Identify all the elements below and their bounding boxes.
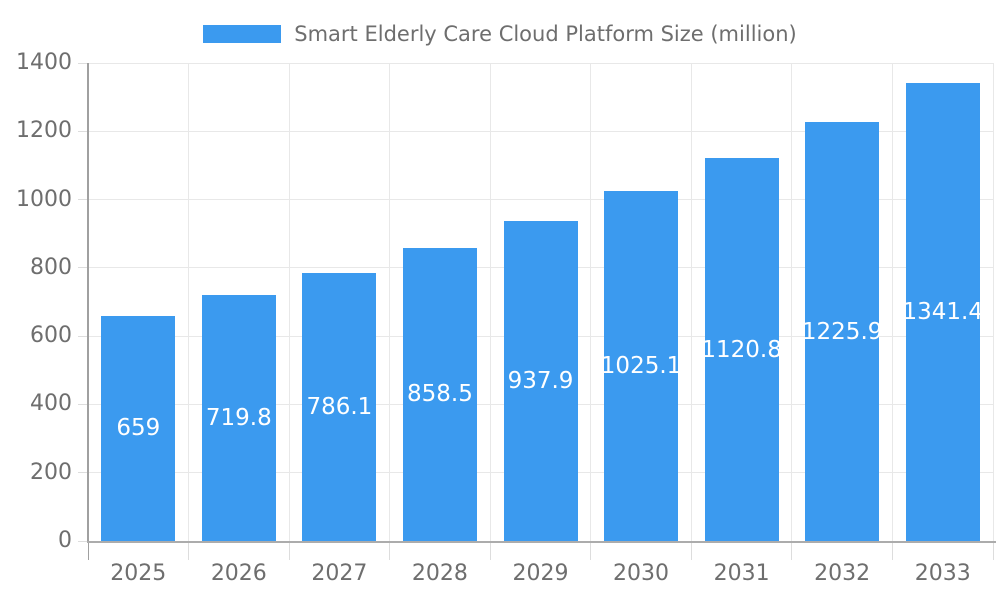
bar-value-label: 1025.1 xyxy=(600,353,682,379)
x-axis-tick-mark xyxy=(791,543,793,560)
y-tick-label: 0 xyxy=(58,528,72,553)
x-axis-tick-mark xyxy=(489,543,491,560)
x-tick-label: 2029 xyxy=(512,561,569,586)
x-tick-label: 2025 xyxy=(110,561,167,586)
bar-value-label: 1225.9 xyxy=(801,318,883,345)
bar-value-label: 858.5 xyxy=(407,381,473,408)
v-gridline xyxy=(891,63,893,541)
y-axis-tick-mark xyxy=(78,267,88,269)
bar xyxy=(805,122,880,541)
y-tick-label: 1400 xyxy=(16,50,72,75)
x-tick-label: 2033 xyxy=(914,561,971,586)
bar xyxy=(704,158,779,541)
x-tick-label: 2030 xyxy=(613,561,670,586)
bar xyxy=(201,295,276,541)
y-axis-tick-mark xyxy=(78,199,88,201)
y-axis-line xyxy=(87,63,89,541)
y-axis-tick-mark xyxy=(78,403,88,405)
x-axis-tick-mark xyxy=(891,543,893,560)
v-gridline xyxy=(690,63,692,541)
x-axis-tick-mark xyxy=(87,543,89,560)
x-axis-tick-mark xyxy=(690,543,692,560)
x-axis-tick-mark xyxy=(992,543,994,560)
bar xyxy=(101,315,176,541)
bar xyxy=(905,83,980,541)
bar-value-label: 659 xyxy=(116,415,161,442)
y-tick-label: 1000 xyxy=(16,186,72,212)
bar-value-label: 719.8 xyxy=(205,405,272,432)
y-tick-label: 400 xyxy=(30,391,72,417)
h-gridline xyxy=(88,199,993,201)
v-gridline xyxy=(188,63,190,541)
bar xyxy=(503,220,578,541)
bar-value-label: 1120.8 xyxy=(701,336,782,363)
v-gridline xyxy=(288,63,290,541)
v-gridline xyxy=(590,63,592,541)
bar xyxy=(604,191,679,541)
bar-value-label: 786.1 xyxy=(306,393,373,420)
y-axis-tick-mark xyxy=(78,62,88,64)
x-tick-label: 2026 xyxy=(210,561,267,586)
v-gridline xyxy=(992,63,994,541)
x-axis-tick-mark xyxy=(188,543,190,560)
v-gridline xyxy=(791,63,793,541)
bar-value-label: 937.9 xyxy=(507,367,574,394)
y-axis-tick-mark xyxy=(78,472,88,474)
v-gridline xyxy=(489,63,491,541)
legend-swatch-icon xyxy=(203,25,282,43)
x-axis-tick-mark xyxy=(590,543,592,560)
y-axis-tick-mark xyxy=(78,130,88,132)
chart-legend: Smart Elderly Care Cloud Platform Size (… xyxy=(0,20,1000,48)
x-tick-label: 2028 xyxy=(411,561,468,586)
x-axis-tick-mark xyxy=(288,543,290,560)
x-axis-tick-mark xyxy=(389,543,391,560)
y-axis-tick-mark xyxy=(78,335,88,337)
y-tick-label: 600 xyxy=(30,323,72,349)
bar xyxy=(402,247,477,541)
y-axis-tick-mark xyxy=(78,540,88,542)
h-gridline xyxy=(88,130,993,132)
y-tick-label: 1200 xyxy=(16,118,72,144)
x-tick-label: 2032 xyxy=(814,561,871,586)
v-gridline xyxy=(389,63,391,541)
bar-value-label: 1341.4 xyxy=(902,299,983,325)
legend-label: Smart Elderly Care Cloud Platform Size (… xyxy=(294,22,797,46)
legend-item[interactable]: Smart Elderly Care Cloud Platform Size (… xyxy=(203,20,797,48)
x-tick-label: 2031 xyxy=(713,561,770,586)
y-tick-label: 200 xyxy=(30,459,72,485)
x-axis-line xyxy=(87,541,996,543)
y-tick-label: 800 xyxy=(30,254,72,280)
bar xyxy=(302,272,377,541)
x-tick-label: 2027 xyxy=(311,561,368,586)
h-gridline xyxy=(88,62,993,64)
